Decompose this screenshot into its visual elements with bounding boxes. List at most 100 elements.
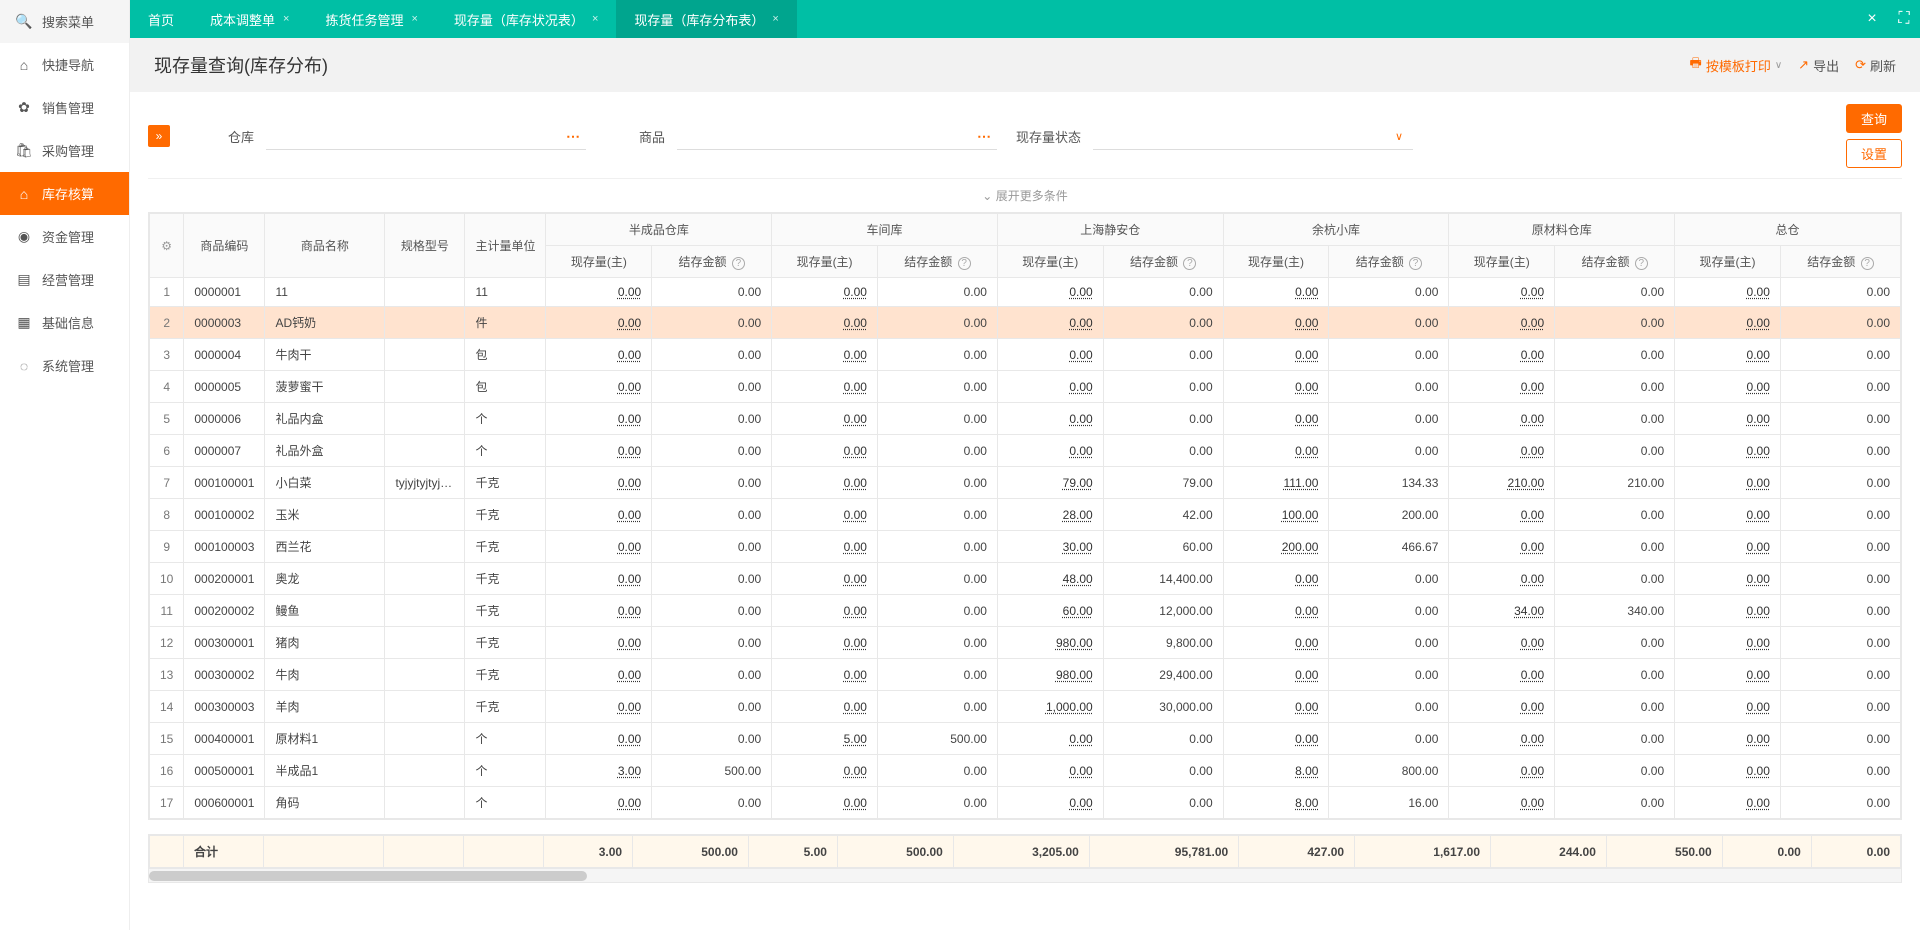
cell-qty[interactable]: 0.00 (1223, 563, 1329, 595)
cell-qty[interactable]: 0.00 (1675, 403, 1781, 435)
cell-qty[interactable]: 28.00 (997, 499, 1103, 531)
table-row[interactable]: 9 000100003 西兰花 千克0.00 0.000.00 0.0030.0… (150, 531, 1901, 563)
print-button[interactable]: 🖶 按模板打印 ∨ (1690, 54, 1783, 76)
table-row[interactable]: 13 000300002 牛肉 千克0.00 0.000.00 0.00980.… (150, 659, 1901, 691)
cell-qty[interactable]: 0.00 (1223, 339, 1329, 371)
cell-qty[interactable]: 0.00 (772, 659, 878, 691)
cell-qty[interactable]: 200.00 (1223, 531, 1329, 563)
tab-4[interactable]: 现存量（库存分布表）× (616, 0, 796, 38)
cell-qty[interactable]: 0.00 (997, 339, 1103, 371)
cell-qty[interactable]: 8.00 (1223, 787, 1329, 819)
cell-qty[interactable]: 3.00 (546, 755, 652, 787)
cell-qty[interactable]: 0.00 (1675, 723, 1781, 755)
table-row[interactable]: 17 000600001 角码 个0.00 0.000.00 0.000.00 … (150, 787, 1901, 819)
cell-qty[interactable]: 0.00 (1675, 691, 1781, 723)
cell-qty[interactable]: 0.00 (1223, 659, 1329, 691)
cell-qty[interactable]: 0.00 (1675, 307, 1781, 339)
cell-qty[interactable]: 5.00 (772, 723, 878, 755)
cell-qty[interactable]: 0.00 (1675, 435, 1781, 467)
cell-qty[interactable]: 0.00 (546, 278, 652, 307)
horizontal-scrollbar[interactable] (149, 868, 1901, 882)
cell-qty[interactable]: 0.00 (997, 755, 1103, 787)
cell-qty[interactable]: 0.00 (1675, 339, 1781, 371)
cell-qty[interactable]: 0.00 (997, 403, 1103, 435)
info-icon[interactable]: ? (1409, 257, 1422, 270)
cell-qty[interactable]: 0.00 (1223, 403, 1329, 435)
tab-2[interactable]: 拣货任务管理× (307, 0, 435, 38)
cell-qty[interactable]: 0.00 (546, 371, 652, 403)
refresh-button[interactable]: ⟳ 刷新 (1855, 56, 1896, 75)
cell-qty[interactable]: 0.00 (1449, 691, 1555, 723)
warehouse-input[interactable] (266, 122, 586, 150)
cell-qty[interactable]: 0.00 (1675, 499, 1781, 531)
cell-qty[interactable]: 0.00 (997, 787, 1103, 819)
cell-qty[interactable]: 111.00 (1223, 467, 1329, 499)
cell-qty[interactable]: 0.00 (1675, 467, 1781, 499)
cell-qty[interactable]: 0.00 (1449, 627, 1555, 659)
cell-qty[interactable]: 0.00 (546, 691, 652, 723)
cell-qty[interactable]: 0.00 (1449, 339, 1555, 371)
cell-qty[interactable]: 0.00 (1223, 435, 1329, 467)
cell-qty[interactable]: 980.00 (997, 659, 1103, 691)
info-icon[interactable]: ? (1183, 257, 1196, 270)
cell-qty[interactable]: 0.00 (1449, 499, 1555, 531)
table-row[interactable]: 3 0000004 牛肉干 包0.00 0.000.00 0.000.00 0.… (150, 339, 1901, 371)
cell-qty[interactable]: 0.00 (546, 499, 652, 531)
cell-qty[interactable]: 0.00 (1449, 371, 1555, 403)
cell-qty[interactable]: 0.00 (997, 723, 1103, 755)
cell-qty[interactable]: 0.00 (1675, 595, 1781, 627)
table-row[interactable]: 14 000300003 羊肉 千克0.00 0.000.00 0.001,00… (150, 691, 1901, 723)
cell-qty[interactable]: 0.00 (1449, 531, 1555, 563)
close-icon[interactable]: × (411, 13, 417, 25)
cell-qty[interactable]: 0.00 (546, 595, 652, 627)
sidebar-item-3[interactable]: 🛍采购管理 (0, 129, 129, 172)
cell-qty[interactable]: 0.00 (1223, 278, 1329, 307)
cell-qty[interactable]: 0.00 (1449, 307, 1555, 339)
cell-qty[interactable]: 0.00 (772, 339, 878, 371)
cell-qty[interactable]: 0.00 (1449, 403, 1555, 435)
sidebar-item-0[interactable]: 🔍搜索菜单 (0, 0, 129, 43)
cell-qty[interactable]: 0.00 (1675, 531, 1781, 563)
close-icon[interactable]: × (592, 13, 598, 25)
cell-qty[interactable]: 0.00 (772, 467, 878, 499)
cell-qty[interactable]: 0.00 (772, 278, 878, 307)
cell-qty[interactable]: 0.00 (546, 563, 652, 595)
tab-3[interactable]: 现存量（库存状况表）× (436, 0, 616, 38)
cell-qty[interactable]: 0.00 (772, 627, 878, 659)
cell-qty[interactable]: 8.00 (1223, 755, 1329, 787)
scrollbar-thumb[interactable] (149, 871, 587, 881)
close-icon[interactable]: × (772, 13, 778, 25)
table-row[interactable]: 5 0000006 礼品内盒 个0.00 0.000.00 0.000.00 0… (150, 403, 1901, 435)
status-input[interactable] (1093, 122, 1413, 150)
cell-qty[interactable]: 0.00 (1675, 278, 1781, 307)
table-row[interactable]: 7 000100001 小白菜 tyjyjtyjtyjdf... 千克0.00 … (150, 467, 1901, 499)
table-row[interactable]: 15 000400001 原材料1 个0.00 0.005.00 500.000… (150, 723, 1901, 755)
table-row[interactable]: 2 0000003 AD钙奶 件0.00 0.000.00 0.000.00 0… (150, 307, 1901, 339)
cell-qty[interactable]: 0.00 (1449, 659, 1555, 691)
cell-qty[interactable]: 0.00 (1675, 627, 1781, 659)
cell-qty[interactable]: 0.00 (1223, 595, 1329, 627)
info-icon[interactable]: ? (1861, 257, 1874, 270)
cell-qty[interactable]: 0.00 (546, 531, 652, 563)
cell-qty[interactable]: 0.00 (546, 435, 652, 467)
cell-qty[interactable]: 0.00 (1223, 371, 1329, 403)
close-icon[interactable]: × (283, 13, 289, 25)
product-input[interactable] (677, 122, 997, 150)
cell-qty[interactable]: 0.00 (1675, 787, 1781, 819)
sidebar-item-5[interactable]: ◉资金管理 (0, 215, 129, 258)
cell-qty[interactable]: 0.00 (546, 307, 652, 339)
cell-qty[interactable]: 0.00 (546, 627, 652, 659)
cell-qty[interactable]: 0.00 (1675, 563, 1781, 595)
cell-qty[interactable]: 0.00 (772, 307, 878, 339)
sidebar-item-7[interactable]: ▦基础信息 (0, 301, 129, 344)
cell-qty[interactable]: 0.00 (772, 531, 878, 563)
table-row[interactable]: 4 0000005 菠萝蜜干 包0.00 0.000.00 0.000.00 0… (150, 371, 1901, 403)
sidebar-item-6[interactable]: ▤经营管理 (0, 258, 129, 301)
cell-qty[interactable]: 0.00 (772, 691, 878, 723)
cell-qty[interactable]: 48.00 (997, 563, 1103, 595)
gear-icon[interactable]: ⚙ (161, 239, 172, 253)
cell-qty[interactable]: 0.00 (772, 499, 878, 531)
expand-filters-button[interactable]: ⌄ 展开更多条件 (148, 178, 1902, 212)
sidebar-item-1[interactable]: ⌂快捷导航 (0, 43, 129, 86)
info-icon[interactable]: ? (958, 257, 971, 270)
